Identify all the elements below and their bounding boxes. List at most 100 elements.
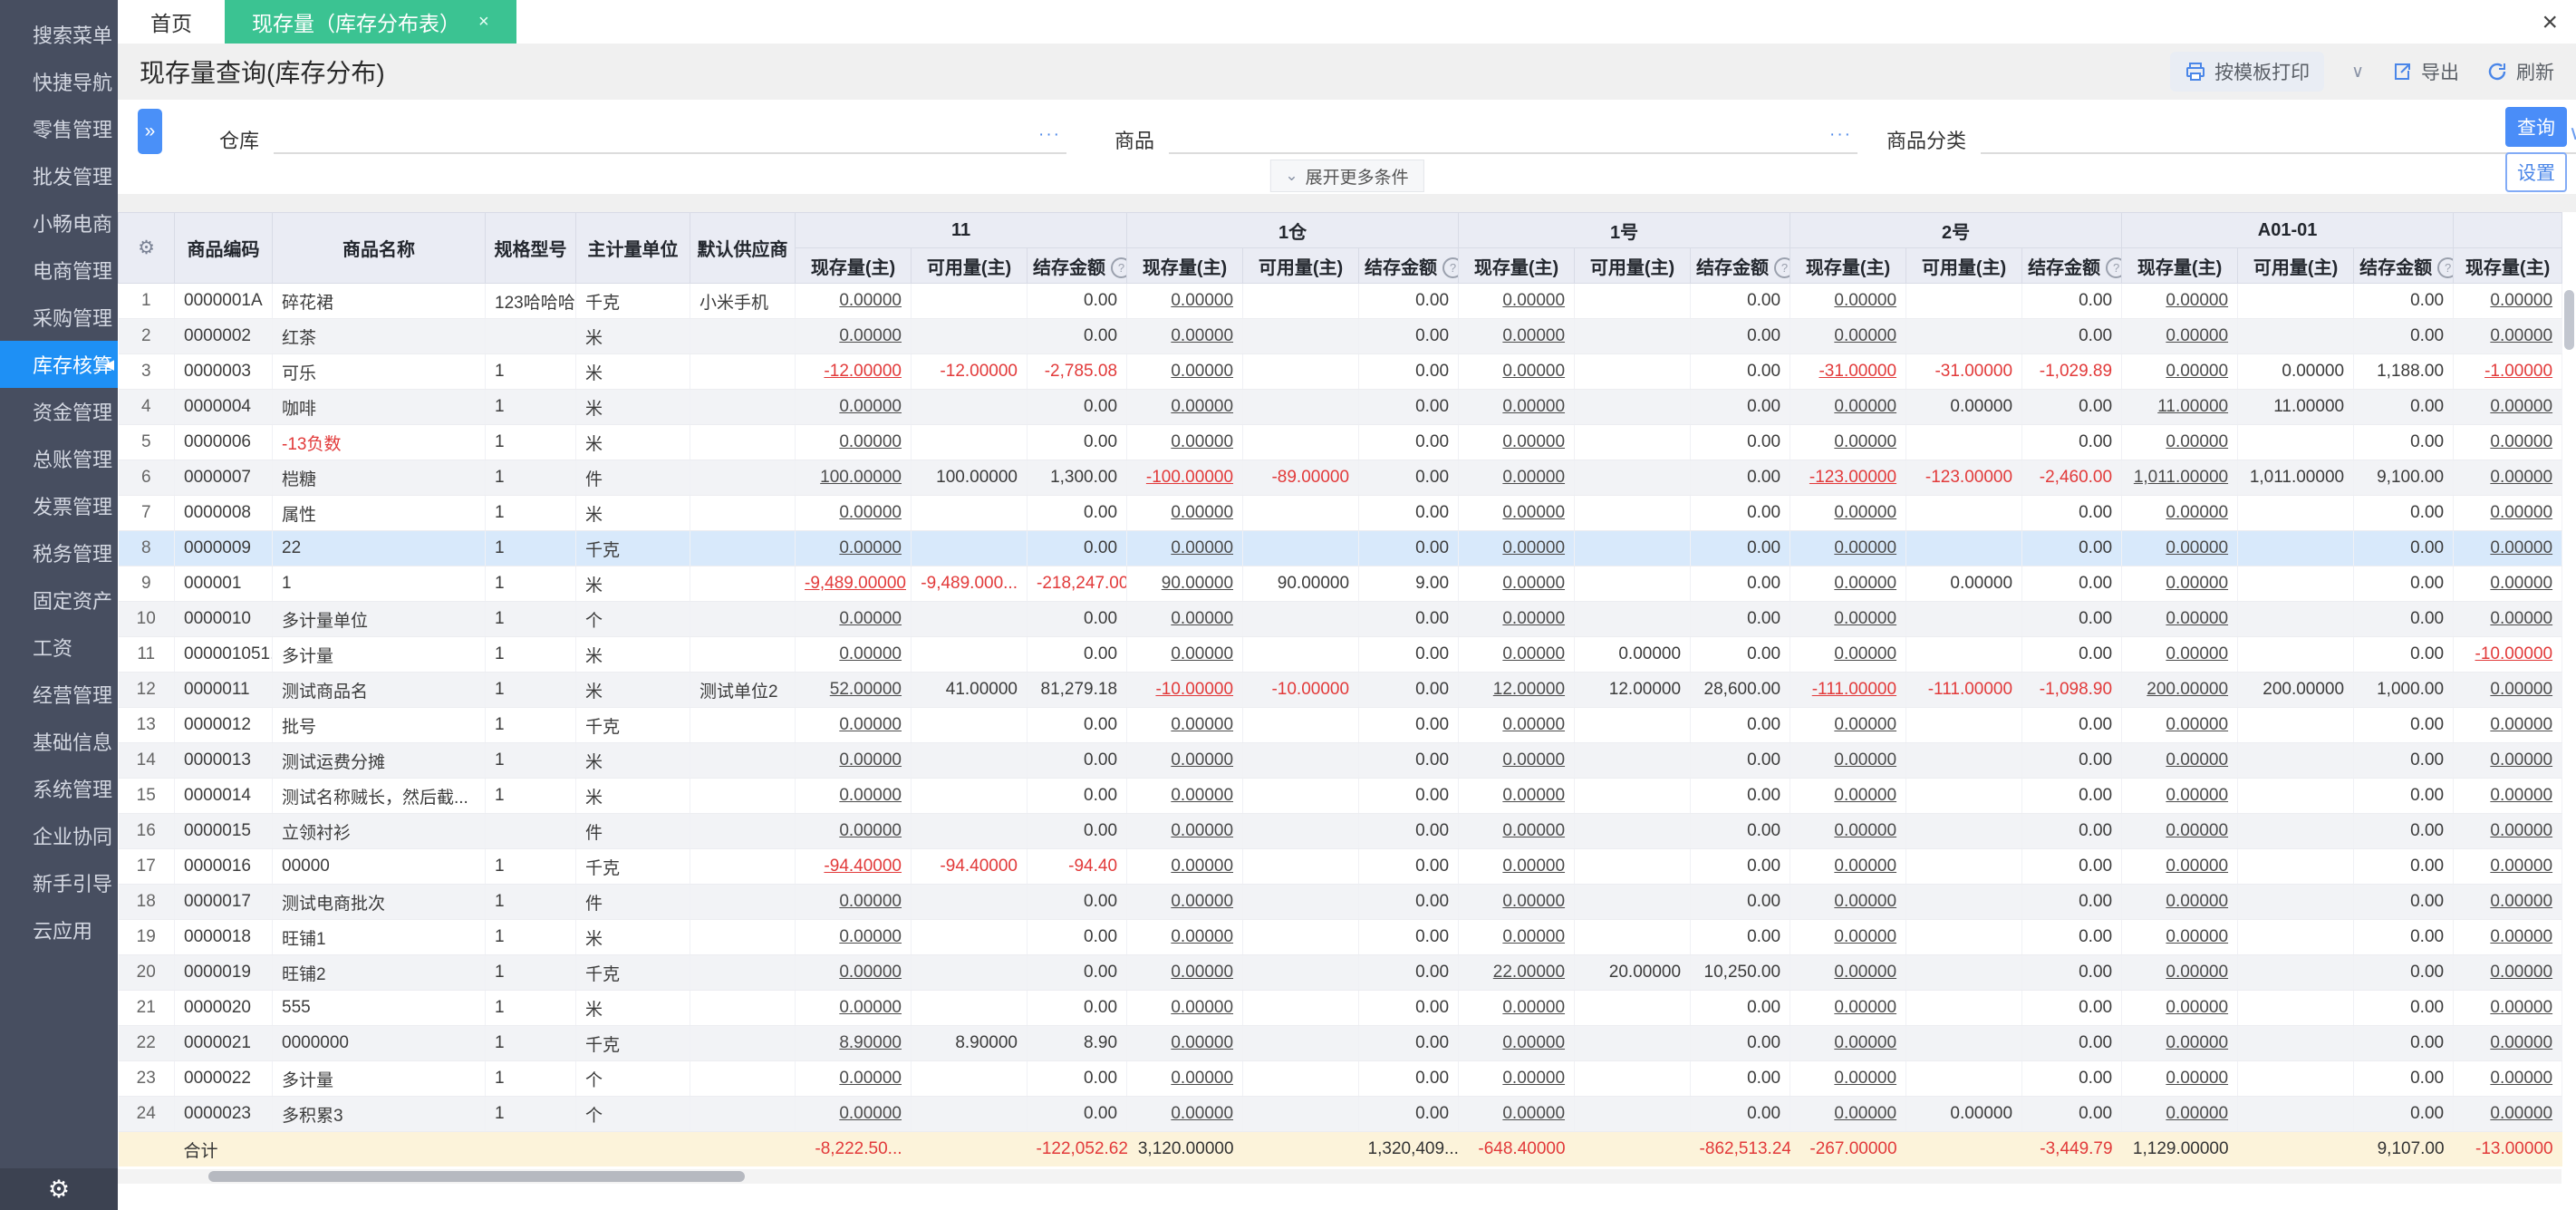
qty-drilldown-link[interactable]: 0.00000 bbox=[2490, 609, 2553, 628]
qty-drilldown-link[interactable]: 0.00000 bbox=[2490, 715, 2553, 734]
qty-drilldown-link[interactable]: 0.00000 bbox=[2166, 963, 2229, 982]
qty-drilldown-link[interactable]: 0.00000 bbox=[1834, 644, 1897, 663]
qty-drilldown-link[interactable]: 0.00000 bbox=[2166, 291, 2229, 310]
sidebar-item-总账管理[interactable]: 总账管理 bbox=[0, 435, 118, 482]
qty-drilldown-link[interactable]: 0.00000 bbox=[1502, 786, 1566, 805]
horizontal-scrollbar-thumb[interactable] bbox=[208, 1171, 745, 1182]
qty-drilldown-link[interactable]: 0.00000 bbox=[2166, 786, 2229, 805]
sidebar-item-企业协同[interactable]: 企业协同 bbox=[0, 812, 118, 859]
qty-drilldown-link[interactable]: 0.00000 bbox=[2166, 362, 2229, 381]
qty-drilldown-link[interactable]: 90.00000 bbox=[1161, 574, 1234, 593]
qty-drilldown-link[interactable]: 0.00000 bbox=[839, 750, 902, 770]
qty-drilldown-link[interactable]: 0.00000 bbox=[2166, 503, 2229, 522]
qty-drilldown-link[interactable]: 0.00000 bbox=[1502, 432, 1566, 451]
qty-drilldown-link[interactable]: 0.00000 bbox=[1834, 715, 1897, 734]
qty-drilldown-link[interactable]: 0.00000 bbox=[1171, 432, 1234, 451]
qty-drilldown-link[interactable]: 0.00000 bbox=[2490, 538, 2553, 557]
qty-drilldown-link[interactable]: -100.00000 bbox=[1145, 468, 1234, 487]
qty-drilldown-link[interactable]: 0.00000 bbox=[2166, 574, 2229, 593]
qty-drilldown-link[interactable]: -111.00000 bbox=[1811, 680, 1897, 699]
qty-drilldown-link[interactable]: 0.00000 bbox=[1171, 538, 1234, 557]
qty-drilldown-link[interactable]: 22.00000 bbox=[1492, 963, 1566, 982]
qty-drilldown-link[interactable]: 0.00000 bbox=[1502, 644, 1566, 663]
qty-drilldown-link[interactable]: 0.00000 bbox=[1502, 1069, 1566, 1088]
sidebar-item-快捷导航[interactable]: 快捷导航 bbox=[0, 58, 118, 105]
qty-drilldown-link[interactable]: 0.00000 bbox=[1834, 326, 1897, 345]
qty-drilldown-link[interactable]: 0.00000 bbox=[2490, 291, 2553, 310]
qty-drilldown-link[interactable]: -9,489.00000 bbox=[805, 574, 906, 593]
qty-drilldown-link[interactable]: 0.00000 bbox=[2166, 326, 2229, 345]
qty-drilldown-link[interactable]: 0.00000 bbox=[1171, 750, 1234, 770]
qty-drilldown-link[interactable]: 0.00000 bbox=[1502, 857, 1566, 876]
qty-drilldown-link[interactable]: 0.00000 bbox=[1171, 397, 1234, 416]
qty-drilldown-link[interactable]: 0.00000 bbox=[1171, 503, 1234, 522]
qty-drilldown-link[interactable]: 0.00000 bbox=[1171, 715, 1234, 734]
sidebar-item-库存核算[interactable]: 库存核算 ◀ bbox=[0, 341, 118, 388]
export-button[interactable]: 导出 bbox=[2391, 58, 2459, 85]
qty-drilldown-link[interactable]: 0.00000 bbox=[1834, 397, 1897, 416]
window-close-button[interactable]: × bbox=[2542, 7, 2558, 37]
qty-drilldown-link[interactable]: 0.00000 bbox=[2490, 927, 2553, 946]
qty-drilldown-link[interactable]: 200.00000 bbox=[2147, 680, 2229, 699]
qty-drilldown-link[interactable]: 0.00000 bbox=[2166, 857, 2229, 876]
qty-drilldown-link[interactable]: 0.00000 bbox=[1834, 503, 1897, 522]
qty-drilldown-link[interactable]: 0.00000 bbox=[2490, 998, 2553, 1017]
qty-drilldown-link[interactable]: 0.00000 bbox=[2166, 1033, 2229, 1052]
qty-drilldown-link[interactable]: 0.00000 bbox=[2166, 750, 2229, 770]
qty-drilldown-link[interactable]: 0.00000 bbox=[2490, 468, 2553, 487]
qty-drilldown-link[interactable]: 0.00000 bbox=[2490, 892, 2553, 911]
sidebar-item-小畅电商[interactable]: 小畅电商 bbox=[0, 199, 118, 247]
qty-drilldown-link[interactable]: 0.00000 bbox=[839, 609, 902, 628]
qty-drilldown-link[interactable]: 0.00000 bbox=[2490, 786, 2553, 805]
qty-drilldown-link[interactable]: -123.00000 bbox=[1809, 468, 1897, 487]
filter-collapse-button[interactable]: » bbox=[138, 109, 162, 154]
qty-drilldown-link[interactable]: 8.90000 bbox=[839, 1033, 902, 1052]
sidebar-item-固定资产[interactable]: 固定资产 bbox=[0, 576, 118, 624]
qty-drilldown-link[interactable]: 0.00000 bbox=[1834, 574, 1897, 593]
qty-drilldown-link[interactable]: 0.00000 bbox=[839, 998, 902, 1017]
qty-drilldown-link[interactable]: 0.00000 bbox=[2490, 574, 2553, 593]
qty-drilldown-link[interactable]: 0.00000 bbox=[1502, 574, 1566, 593]
help-icon[interactable]: ? bbox=[1774, 257, 1790, 278]
print-by-template-button[interactable]: 按模板打印 bbox=[2170, 52, 2325, 92]
qty-drilldown-link[interactable]: 0.00000 bbox=[839, 503, 902, 522]
sidebar-item-工资[interactable]: 工资 bbox=[0, 624, 118, 671]
sidebar-item-发票管理[interactable]: 发票管理 bbox=[0, 482, 118, 529]
qty-drilldown-link[interactable]: 0.00000 bbox=[839, 644, 902, 663]
qty-drilldown-link[interactable]: 0.00000 bbox=[2490, 1104, 2553, 1123]
qty-drilldown-link[interactable]: 0.00000 bbox=[839, 1069, 902, 1088]
qty-drilldown-link[interactable]: 0.00000 bbox=[1834, 786, 1897, 805]
qty-drilldown-link[interactable]: 0.00000 bbox=[1834, 1104, 1897, 1123]
qty-drilldown-link[interactable]: 0.00000 bbox=[1502, 503, 1566, 522]
sidebar-item-搜索菜单[interactable]: 搜索菜单 bbox=[0, 11, 118, 58]
tab-inventory-active[interactable]: 现存量（库存分布表） × bbox=[225, 0, 516, 44]
qty-drilldown-link[interactable]: 0.00000 bbox=[1502, 892, 1566, 911]
qty-drilldown-link[interactable]: 0.00000 bbox=[1171, 963, 1234, 982]
qty-drilldown-link[interactable]: 0.00000 bbox=[1502, 927, 1566, 946]
qty-drilldown-link[interactable]: 0.00000 bbox=[1834, 927, 1897, 946]
gear-icon[interactable]: ⚙ bbox=[47, 1175, 71, 1203]
help-icon[interactable]: ? bbox=[1111, 257, 1126, 278]
qty-drilldown-link[interactable]: -10.00000 bbox=[2475, 644, 2553, 663]
qty-drilldown-link[interactable]: 0.00000 bbox=[839, 892, 902, 911]
sidebar-item-零售管理[interactable]: 零售管理▼ bbox=[0, 105, 133, 152]
sidebar-item-资金管理[interactable]: 资金管理 bbox=[0, 388, 118, 435]
sidebar-item-采购管理[interactable]: 采购管理 bbox=[0, 294, 118, 341]
qty-drilldown-link[interactable]: 0.00000 bbox=[1834, 750, 1897, 770]
qty-drilldown-link[interactable]: 52.00000 bbox=[829, 680, 902, 699]
qty-drilldown-link[interactable]: 0.00000 bbox=[2490, 821, 2553, 840]
expand-more-conditions-button[interactable]: ⌄ 展开更多条件 bbox=[1269, 160, 1424, 192]
qty-drilldown-link[interactable]: 0.00000 bbox=[2166, 927, 2229, 946]
qty-drilldown-link[interactable]: 0.00000 bbox=[1502, 538, 1566, 557]
qty-drilldown-link[interactable]: 0.00000 bbox=[839, 538, 902, 557]
sidebar-item-电商管理[interactable]: 电商管理 bbox=[0, 247, 118, 294]
sidebar-item-经营管理[interactable]: 经营管理 bbox=[0, 671, 118, 718]
qty-drilldown-link[interactable]: 0.00000 bbox=[839, 397, 902, 416]
qty-drilldown-link[interactable]: 0.00000 bbox=[1171, 821, 1234, 840]
sidebar-item-系统管理[interactable]: 系统管理 bbox=[0, 765, 118, 812]
qty-drilldown-link[interactable]: 0.00000 bbox=[1171, 362, 1234, 381]
qty-drilldown-link[interactable]: 0.00000 bbox=[1502, 291, 1566, 310]
qty-drilldown-link[interactable]: 0.00000 bbox=[2490, 857, 2553, 876]
qty-drilldown-link[interactable]: 0.00000 bbox=[1502, 468, 1566, 487]
qty-drilldown-link[interactable]: 0.00000 bbox=[1502, 609, 1566, 628]
